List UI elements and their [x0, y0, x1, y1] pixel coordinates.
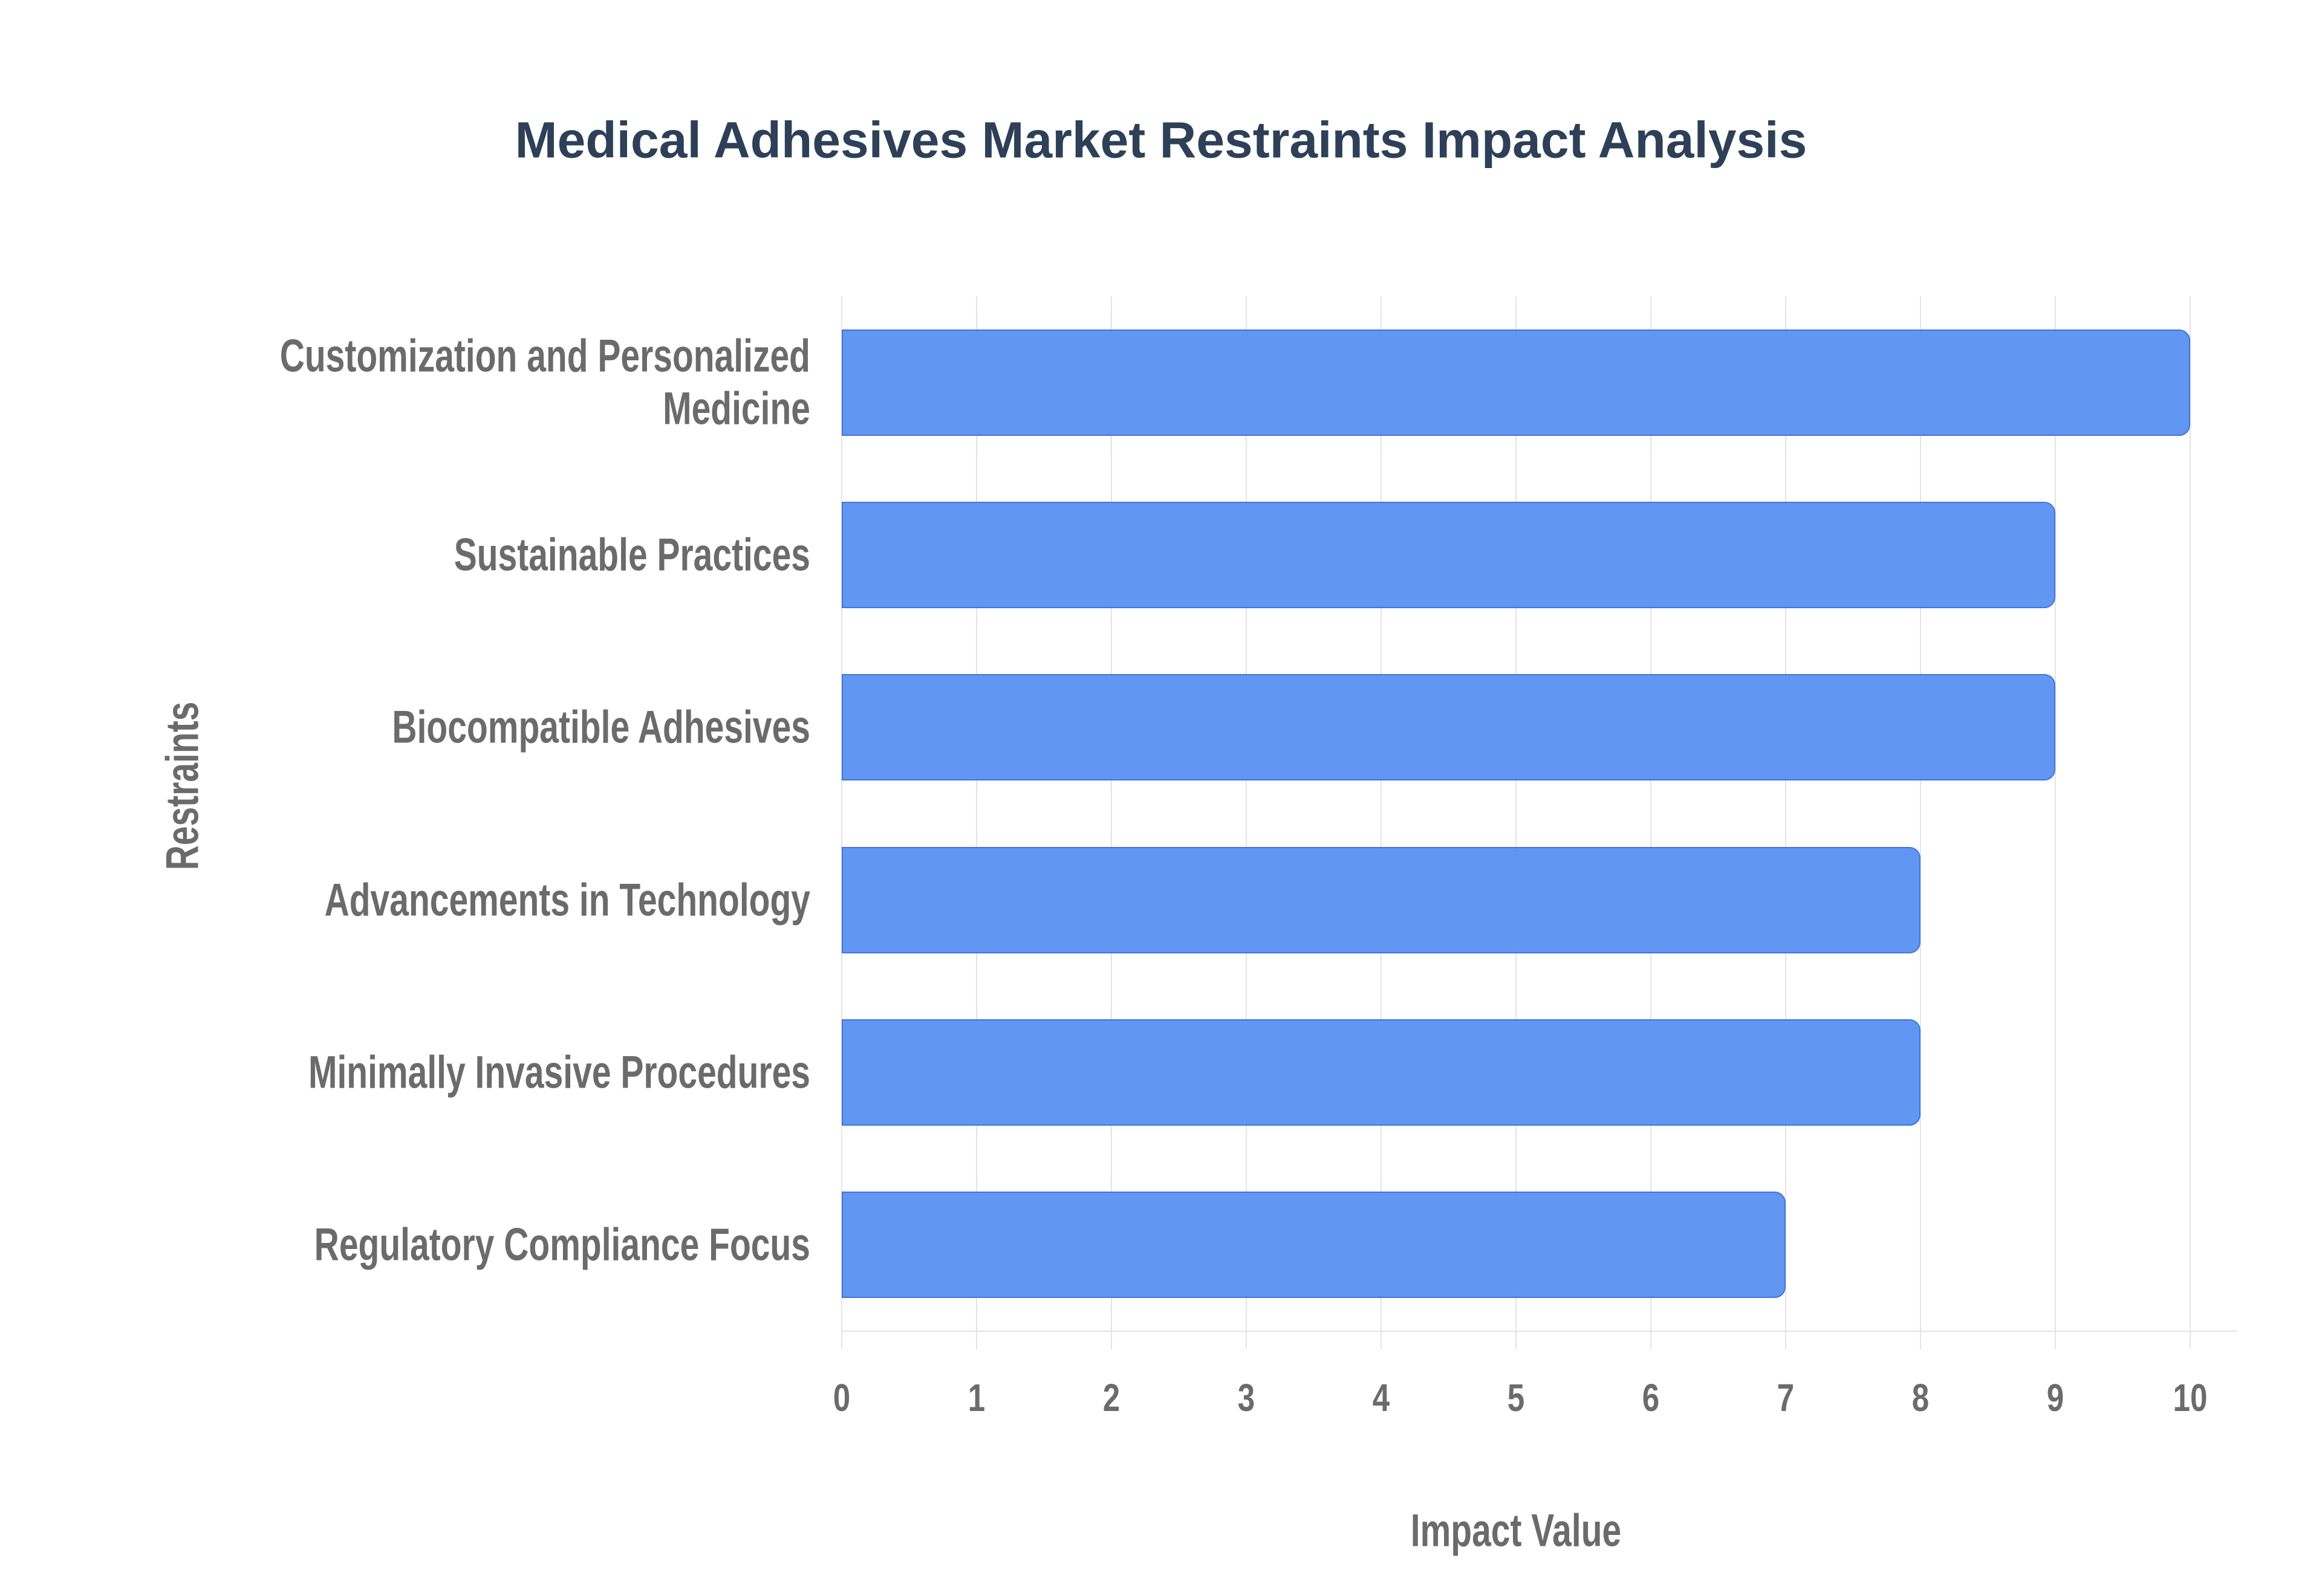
gridline: [841, 296, 842, 1349]
gridline: [2190, 296, 2191, 1349]
bar[interactable]: [842, 847, 1920, 953]
category-label: Regulatory Compliance Focus: [314, 1219, 810, 1271]
y-axis-title: Restraints: [157, 701, 209, 871]
x-tick-label: 9: [2046, 1376, 2064, 1419]
bar[interactable]: [842, 1192, 1786, 1298]
x-tick-label: 2: [1102, 1376, 1120, 1419]
category-label: Customization and Personalized Medicine: [279, 330, 810, 435]
gridline: [1650, 296, 1651, 1349]
x-tick-label: 0: [833, 1376, 851, 1419]
gridline: [1246, 296, 1247, 1349]
bar[interactable]: [842, 674, 2055, 780]
gridline: [1111, 296, 1112, 1349]
bar[interactable]: [842, 502, 2055, 608]
gridline: [1381, 296, 1382, 1349]
category-label: Biocompatible Adhesives: [392, 701, 810, 753]
gridline: [2055, 296, 2056, 1349]
x-tick-label: 1: [968, 1376, 986, 1419]
gridline: [1920, 296, 1921, 1349]
x-tick-label: 8: [1911, 1376, 1930, 1419]
category-label: Sustainable Practices: [454, 529, 810, 581]
x-tick-label: 3: [1237, 1376, 1255, 1419]
x-tick-label: 7: [1777, 1376, 1795, 1419]
gridline: [1785, 296, 1786, 1349]
bar[interactable]: [842, 1019, 1920, 1126]
x-axis-title: Impact Value: [1410, 1505, 1622, 1557]
gridline: [976, 296, 977, 1349]
category-label: Advancements in Technology: [324, 874, 810, 926]
x-tick-label: 6: [1642, 1376, 1660, 1419]
gridline: [1515, 296, 1517, 1349]
x-tick-label: 4: [1372, 1376, 1390, 1419]
x-tick-label: 5: [1507, 1376, 1525, 1419]
bar[interactable]: [842, 329, 2190, 436]
x-axis-line: [842, 1331, 2237, 1332]
category-label: Minimally Invasive Procedures: [308, 1046, 810, 1098]
chart-title: Medical Adhesives Market Restraints Impa…: [515, 111, 1807, 169]
x-tick-label: 10: [2173, 1376, 2208, 1419]
